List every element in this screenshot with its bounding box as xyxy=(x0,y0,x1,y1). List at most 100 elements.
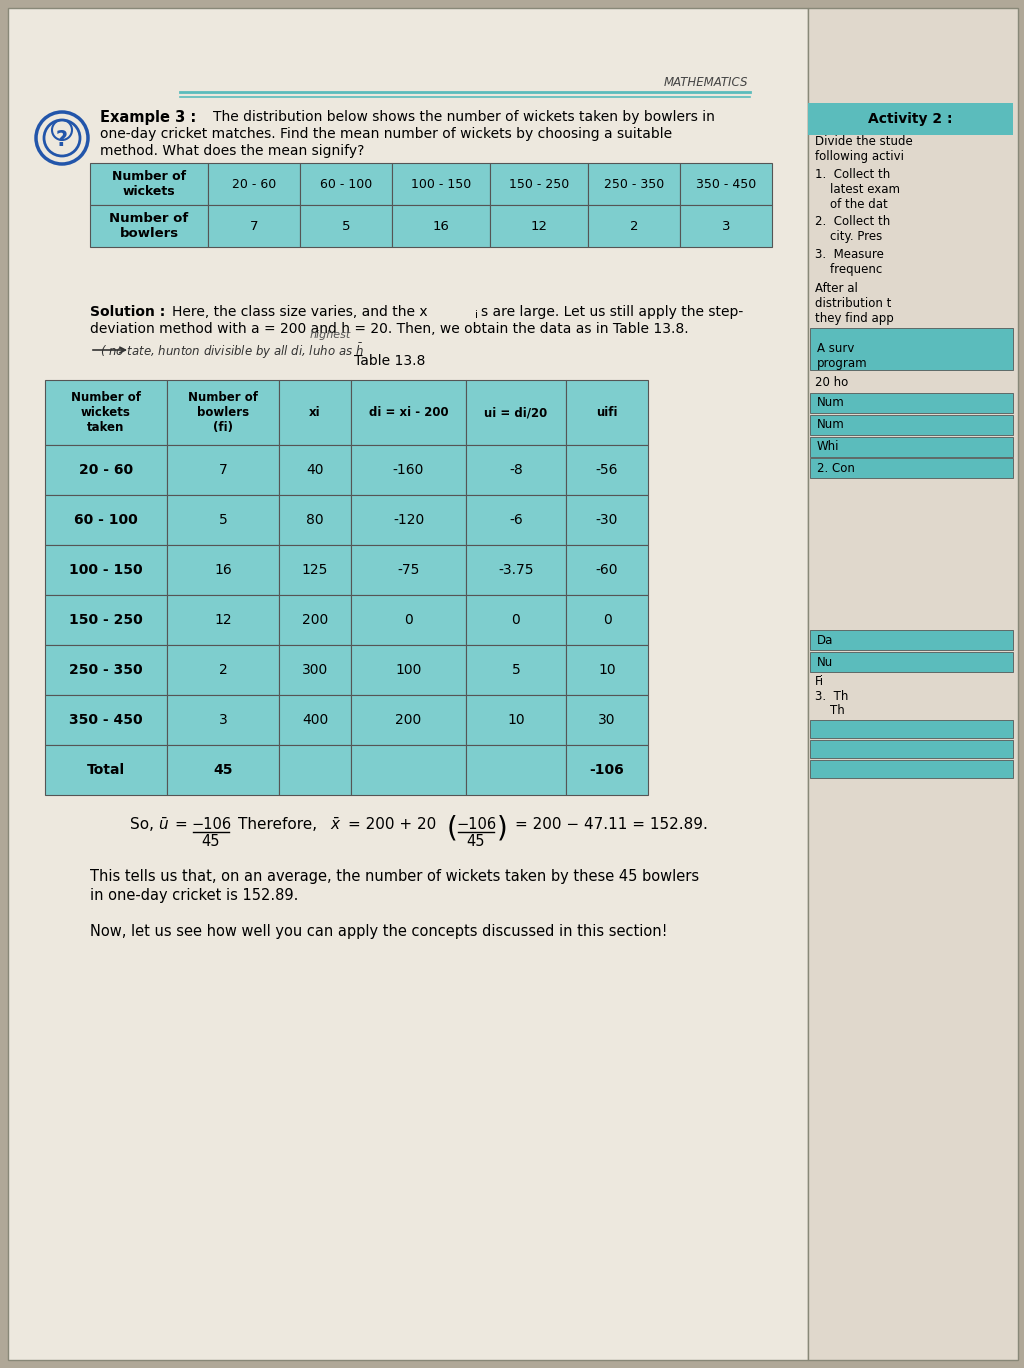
Text: di = xi - 200: di = xi - 200 xyxy=(369,406,449,419)
Bar xyxy=(680,163,772,205)
Bar xyxy=(810,631,1013,650)
Text: ( no tate, hunton divisible by all di, luho as $\bar{h}$: ( no tate, hunton divisible by all di, l… xyxy=(100,342,364,361)
Text: 2: 2 xyxy=(219,663,227,677)
Text: 80: 80 xyxy=(306,513,324,527)
Text: Here, the class size varies, and the x: Here, the class size varies, and the x xyxy=(172,305,428,319)
Bar xyxy=(392,163,490,205)
Text: -106: -106 xyxy=(590,763,625,777)
Bar xyxy=(167,495,279,544)
Text: -60: -60 xyxy=(596,564,618,577)
Text: 0: 0 xyxy=(603,613,611,627)
Text: 20 - 60: 20 - 60 xyxy=(231,178,276,190)
Text: xi: xi xyxy=(309,406,321,419)
Text: Total: Total xyxy=(87,763,125,777)
Text: 3.  Measure: 3. Measure xyxy=(815,248,884,261)
Text: city. Pres: city. Pres xyxy=(815,230,883,244)
Bar xyxy=(566,746,648,795)
Bar xyxy=(566,595,648,644)
Text: 1.  Collect th: 1. Collect th xyxy=(815,168,890,181)
Text: The distribution below shows the number of wickets taken by bowlers in: The distribution below shows the number … xyxy=(213,109,715,124)
Bar xyxy=(490,205,588,248)
Text: A surv
program: A surv program xyxy=(817,342,867,369)
Bar xyxy=(167,644,279,695)
Bar xyxy=(351,445,466,495)
Text: −106: −106 xyxy=(190,817,231,832)
Text: they find app: they find app xyxy=(815,312,894,326)
Text: 12: 12 xyxy=(530,219,548,233)
Text: -30: -30 xyxy=(596,513,618,527)
Text: ): ) xyxy=(497,814,508,841)
Bar xyxy=(45,495,167,544)
Text: 60 - 100: 60 - 100 xyxy=(74,513,138,527)
Bar xyxy=(279,445,351,495)
Text: -160: -160 xyxy=(393,462,424,477)
Text: 10: 10 xyxy=(507,713,525,726)
Text: ?: ? xyxy=(56,130,68,150)
Text: 2.  Collect th: 2. Collect th xyxy=(815,215,890,228)
Text: 3: 3 xyxy=(722,219,730,233)
Text: Num: Num xyxy=(817,397,845,409)
Text: Num: Num xyxy=(817,419,845,431)
Bar xyxy=(466,595,566,644)
Text: 200: 200 xyxy=(395,713,422,726)
Text: following activi: following activi xyxy=(815,150,904,163)
Text: frequenc: frequenc xyxy=(815,263,883,276)
Bar xyxy=(351,380,466,445)
Text: Number of
bowlers
(fi): Number of bowlers (fi) xyxy=(188,391,258,434)
Bar xyxy=(167,445,279,495)
Text: 5: 5 xyxy=(512,663,520,677)
Text: 30: 30 xyxy=(598,713,615,726)
Text: 12: 12 xyxy=(214,613,231,627)
Bar xyxy=(167,746,279,795)
Text: -120: -120 xyxy=(393,513,424,527)
Bar xyxy=(466,380,566,445)
Text: 7: 7 xyxy=(250,219,258,233)
Bar xyxy=(810,393,1013,413)
Bar xyxy=(279,380,351,445)
Text: i: i xyxy=(475,311,478,320)
Text: So,: So, xyxy=(130,817,154,832)
Text: Table 13.8: Table 13.8 xyxy=(354,354,426,368)
Text: = 200 − 47.11 = 152.89.: = 200 − 47.11 = 152.89. xyxy=(515,817,708,832)
Bar xyxy=(351,595,466,644)
Text: Activity 2 :: Activity 2 : xyxy=(867,112,952,126)
Text: 200: 200 xyxy=(302,613,328,627)
Bar xyxy=(810,415,1013,435)
Text: 350 - 450: 350 - 450 xyxy=(70,713,142,726)
Text: 45: 45 xyxy=(202,834,220,850)
Text: 16: 16 xyxy=(432,219,450,233)
Text: -75: -75 xyxy=(397,564,420,577)
Bar xyxy=(810,458,1013,477)
Bar xyxy=(566,644,648,695)
Text: 20 - 60: 20 - 60 xyxy=(79,462,133,477)
Bar xyxy=(490,163,588,205)
Text: ui = di/20: ui = di/20 xyxy=(484,406,548,419)
Text: 2: 2 xyxy=(630,219,638,233)
Bar xyxy=(351,495,466,544)
Text: 300: 300 xyxy=(302,663,328,677)
Text: Solution :: Solution : xyxy=(90,305,165,319)
Text: 125: 125 xyxy=(302,564,328,577)
Bar xyxy=(351,644,466,695)
Text: $\bar{x}$: $\bar{x}$ xyxy=(330,817,342,833)
Text: 100: 100 xyxy=(395,663,422,677)
Text: 5: 5 xyxy=(342,219,350,233)
Bar xyxy=(279,644,351,695)
Text: 0: 0 xyxy=(512,613,520,627)
Text: =: = xyxy=(174,817,186,832)
Text: 400: 400 xyxy=(302,713,328,726)
Text: Whi: Whi xyxy=(817,440,840,454)
Bar xyxy=(45,644,167,695)
Text: -56: -56 xyxy=(596,462,618,477)
Bar xyxy=(167,544,279,595)
Bar xyxy=(300,205,392,248)
Bar xyxy=(167,380,279,445)
Text: 7: 7 xyxy=(219,462,227,477)
Text: latest exam: latest exam xyxy=(815,183,900,196)
Bar xyxy=(808,103,1013,135)
Text: 45: 45 xyxy=(467,834,485,850)
Text: Now, let us see how well you can apply the concepts discussed in this section!: Now, let us see how well you can apply t… xyxy=(90,923,668,938)
Bar xyxy=(466,495,566,544)
Bar xyxy=(466,445,566,495)
Bar xyxy=(810,436,1013,457)
